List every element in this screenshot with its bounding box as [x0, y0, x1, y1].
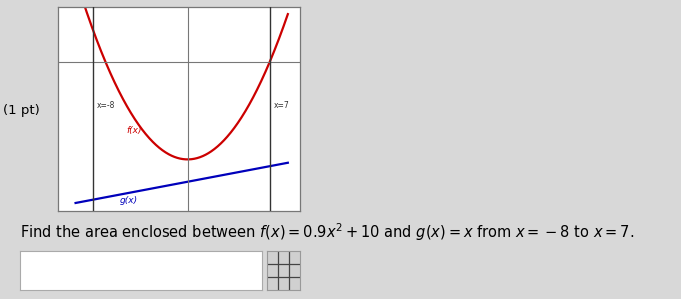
- Text: g(x): g(x): [119, 196, 138, 205]
- Text: x=-8: x=-8: [97, 100, 115, 109]
- Text: Find the area enclosed between $f(x) = 0.9x^2 + 10$ and $g(x) = x$ from $x = -8$: Find the area enclosed between $f(x) = 0…: [20, 221, 635, 243]
- Text: f(x): f(x): [126, 126, 142, 135]
- Text: (1 pt): (1 pt): [3, 104, 40, 117]
- Text: x=7: x=7: [274, 100, 289, 109]
